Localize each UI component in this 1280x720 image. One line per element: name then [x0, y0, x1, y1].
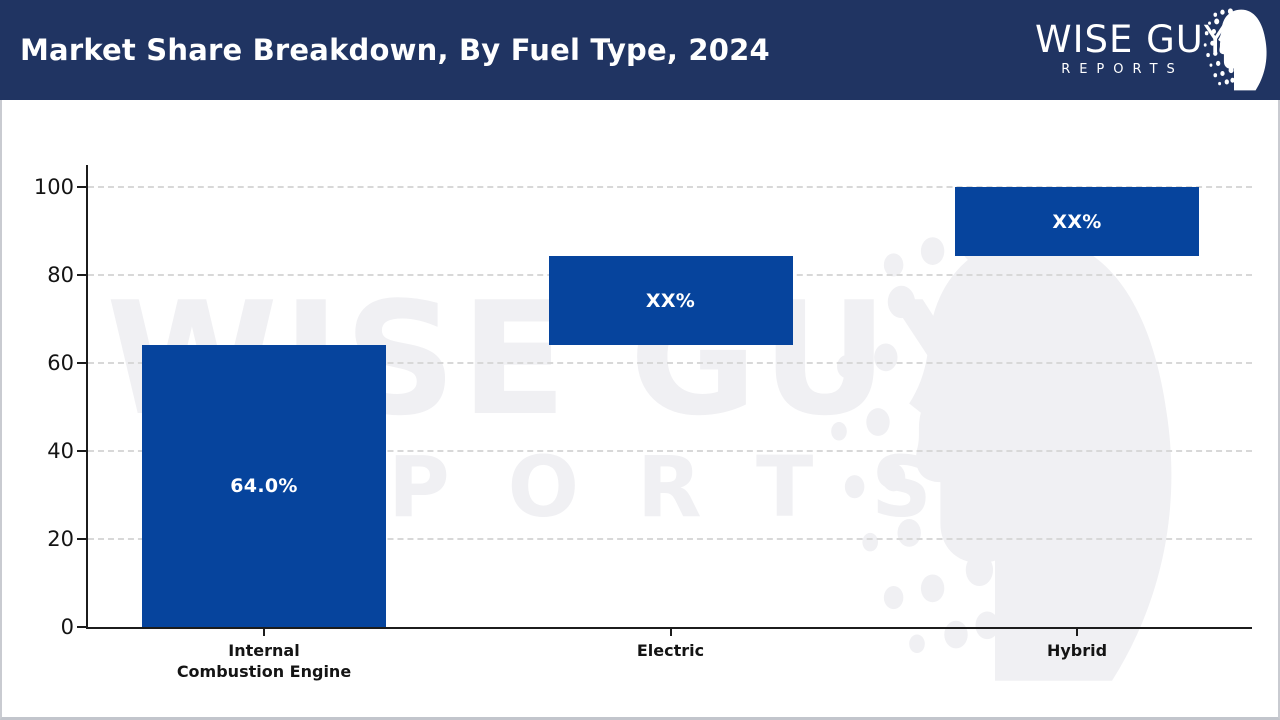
y-tick-label: 40: [47, 439, 74, 463]
y-tick-mark: [77, 274, 86, 276]
chart-title: Market Share Breakdown, By Fuel Type, 20…: [20, 33, 770, 67]
y-tick-mark: [77, 538, 86, 540]
bar-value-label: 64.0%: [230, 475, 298, 498]
bar-value-label: XX%: [1052, 210, 1102, 233]
y-tick-label: 80: [47, 263, 74, 287]
bar-value-label: XX%: [645, 289, 696, 312]
x-category-label: Electric: [521, 640, 821, 661]
bar-segment: XX%: [955, 187, 1199, 257]
bar-segment: XX%: [548, 256, 793, 346]
x-category-label: Internal Combustion Engine: [114, 640, 414, 682]
y-tick-label: 20: [47, 527, 74, 551]
bar-segment: 64.0%: [142, 345, 386, 627]
x-axis-spine: [86, 627, 1252, 629]
header-bar: Market Share Breakdown, By Fuel Type, 20…: [0, 0, 1280, 100]
x-category-label-line: Hybrid: [1046, 641, 1108, 660]
x-tick-mark: [263, 627, 265, 636]
brand-face-icon: [1198, 8, 1270, 92]
y-tick-mark: [77, 626, 86, 628]
x-category-label-line: Electric: [636, 641, 705, 660]
y-tick-label: 0: [60, 615, 74, 639]
gridline: [88, 450, 1252, 452]
x-tick-mark: [669, 627, 672, 636]
x-category-label-line: Internal: [228, 641, 300, 660]
x-category-label-line: Combustion Engine: [176, 662, 352, 681]
gridline: [88, 538, 1252, 540]
y-tick-label: 60: [47, 351, 74, 375]
y-tick-mark: [77, 186, 86, 188]
gridline: [88, 186, 1252, 188]
y-tick-mark: [77, 362, 86, 364]
y-axis-spine: [86, 165, 88, 629]
y-tick-label: 100: [33, 175, 74, 199]
brand-subtitle: REPORTS: [1061, 62, 1184, 77]
x-category-label: Hybrid: [927, 640, 1227, 661]
brand-logo-text: WISE GUY REPORTS: [1035, 18, 1228, 78]
x-tick-mark: [1076, 627, 1078, 636]
y-tick-mark: [77, 450, 86, 452]
brand-logo: WISE GUY REPORTS: [1005, 6, 1270, 94]
gridline: [88, 362, 1252, 364]
brand-name: WISE GUY: [1035, 18, 1228, 61]
